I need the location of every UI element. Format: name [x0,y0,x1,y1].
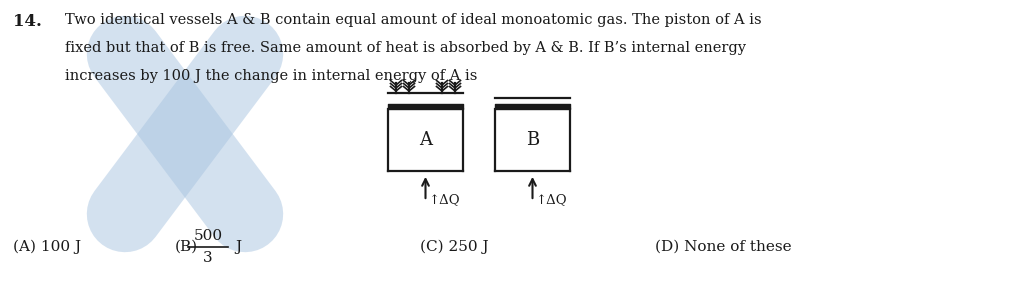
Text: 3: 3 [203,251,213,266]
Text: ↑ΔQ: ↑ΔQ [428,193,460,206]
Text: ↑ΔQ: ↑ΔQ [536,193,567,206]
Text: (D) None of these: (D) None of these [655,240,792,254]
Text: fixed but that of B is free. Same amount of heat is absorbed by A & B. If B’s in: fixed but that of B is free. Same amount… [65,41,746,55]
Text: (B): (B) [175,240,198,254]
Text: 500: 500 [194,229,222,242]
Text: increases by 100 J the change in internal energy of A is: increases by 100 J the change in interna… [65,69,477,83]
Text: J: J [234,240,241,254]
Text: (C) 250 J: (C) 250 J [420,240,488,254]
Text: 14.: 14. [13,13,42,30]
Text: B: B [526,131,539,149]
Text: A: A [419,131,432,149]
Text: Two identical vessels A & B contain equal amount of ideal monoatomic gas. The pi: Two identical vessels A & B contain equa… [65,13,762,27]
Text: (A) 100 J: (A) 100 J [13,240,81,254]
